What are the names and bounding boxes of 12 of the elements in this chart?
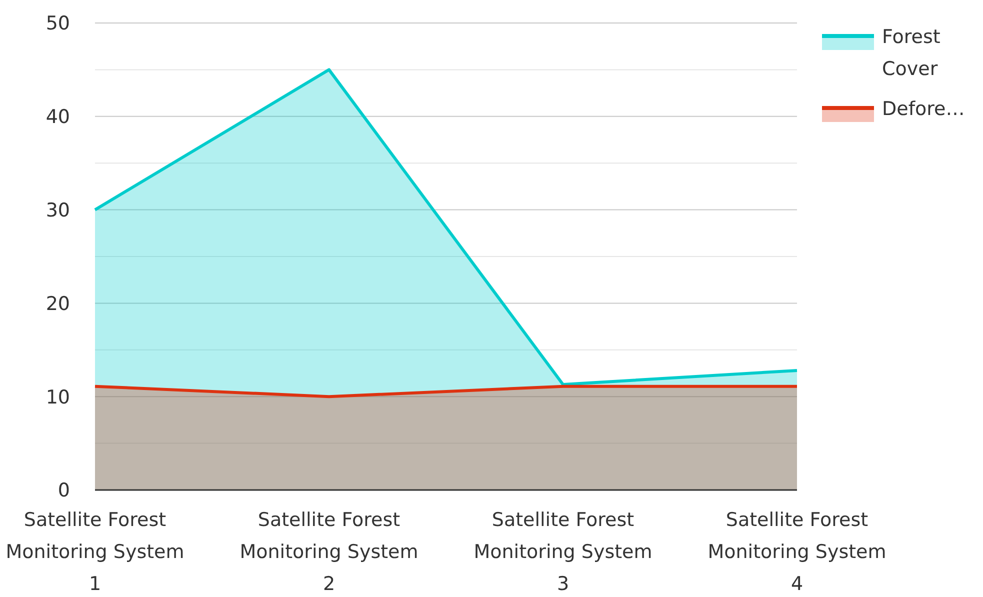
y-tick-label: 30 (46, 199, 70, 222)
x-tick-label: Satellite Forest Monitoring System 4 (708, 509, 886, 595)
y-tick-label: 10 (46, 386, 70, 408)
legend-label: Defore… (882, 98, 965, 120)
x-tick-label: Satellite Forest Monitoring System 3 (474, 509, 652, 595)
x-tick-label: Satellite Forest Monitoring System 1 (6, 509, 184, 595)
x-tick-label: Satellite Forest Monitoring System 2 (240, 509, 418, 595)
y-tick-label: 20 (46, 292, 70, 315)
y-tick-label: 0 (58, 480, 70, 502)
y-tick-label: 40 (46, 106, 70, 128)
y-tick-label: 50 (46, 12, 70, 35)
legend-label: Forest Cover (882, 26, 940, 80)
